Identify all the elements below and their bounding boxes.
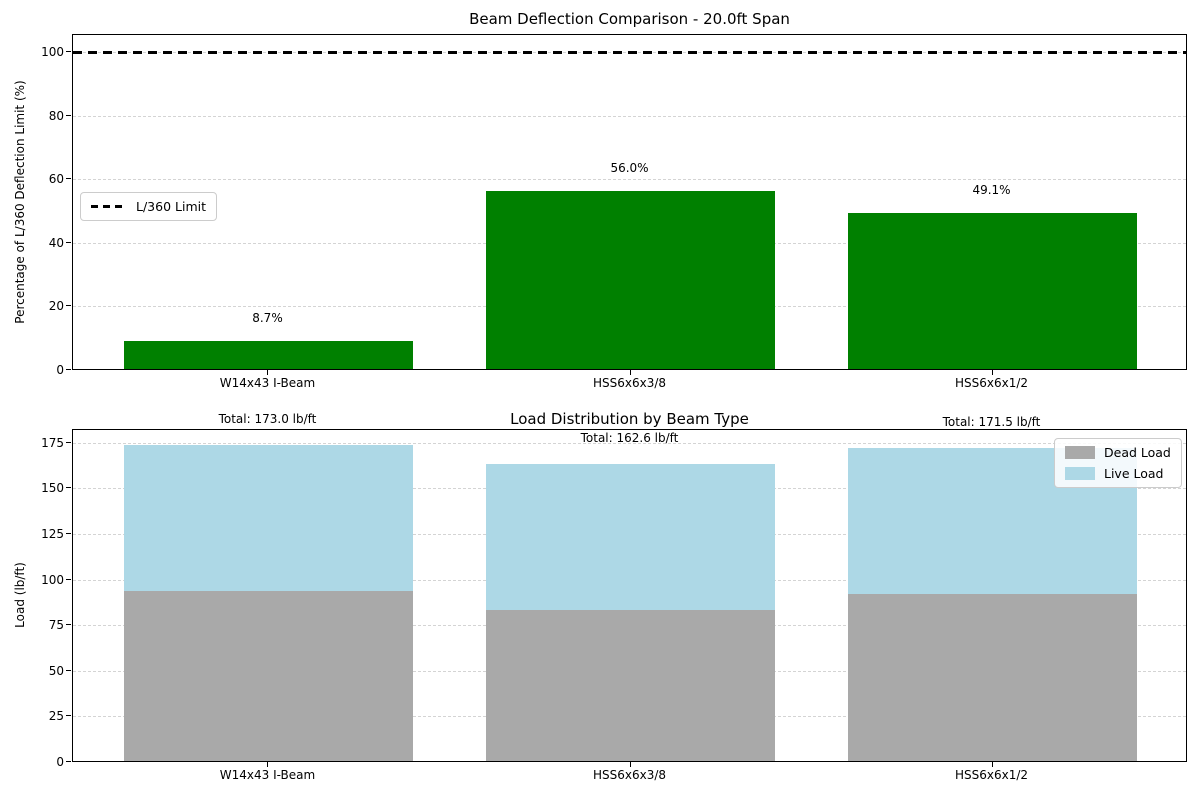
live-load-segment — [485, 464, 776, 611]
y-tick-label: 175 — [41, 435, 64, 450]
bar-value-label: 49.1% — [972, 183, 1011, 198]
load-chart-title: Load Distribution by Beam Type — [510, 410, 749, 428]
x-tick-mark — [991, 370, 993, 375]
x-axis-category-label: W14x43 I-Beam — [219, 768, 316, 782]
x-tick-mark — [267, 762, 269, 767]
y-tick-label: 40 — [48, 235, 64, 250]
y-tick-mark — [66, 114, 71, 116]
horizontal-gridline — [73, 442, 1186, 444]
y-tick-mark — [66, 51, 71, 53]
deflection-bar — [847, 213, 1138, 369]
x-tick-mark — [991, 762, 993, 767]
deflection-legend-label: L/360 Limit — [136, 199, 206, 214]
live-load-legend-swatch — [1065, 467, 1095, 480]
y-tick-label: 100 — [41, 572, 64, 587]
total-label: Total: 162.6 lb/ft — [580, 431, 679, 446]
y-tick-mark — [66, 715, 71, 717]
dead-load-segment — [123, 591, 414, 761]
deflection-bar — [485, 191, 776, 369]
x-tick-mark — [629, 762, 631, 767]
y-tick-mark — [66, 761, 71, 762]
y-tick-mark — [66, 241, 71, 243]
dead-load-segment — [847, 594, 1138, 761]
reference-line — [73, 51, 1186, 55]
y-tick-mark — [66, 624, 71, 626]
y-tick-label: 0 — [56, 363, 64, 377]
legend-entry-live-load: Live Load — [1065, 466, 1171, 481]
live-load-segment — [123, 445, 414, 592]
y-tick-label: 20 — [48, 299, 64, 314]
y-tick-mark — [66, 487, 71, 489]
y-tick-mark — [66, 305, 71, 307]
deflection-legend: L/360 Limit — [80, 192, 217, 221]
y-tick-mark — [66, 178, 71, 180]
y-tick-label: 0 — [56, 755, 64, 769]
horizontal-gridline — [73, 115, 1186, 117]
y-tick-mark — [66, 578, 71, 580]
horizontal-gridline — [73, 179, 1186, 181]
x-axis-category-label: HSS6x6x1/2 — [954, 376, 1029, 390]
dead-load-legend-swatch — [1065, 446, 1095, 459]
dead-load-segment — [485, 610, 776, 761]
load-legend: Dead Load Live Load — [1054, 438, 1182, 488]
y-tick-label: 150 — [41, 481, 64, 496]
y-tick-label: 80 — [48, 108, 64, 123]
y-tick-mark — [66, 441, 71, 443]
x-axis-category-label: HSS6x6x3/8 — [592, 376, 667, 390]
legend-entry-dead-load: Dead Load — [1065, 445, 1171, 460]
y-tick-mark — [66, 369, 71, 370]
y-tick-label: 60 — [48, 172, 64, 187]
live-load-legend-label: Live Load — [1104, 466, 1164, 481]
x-axis-category-label: HSS6x6x1/2 — [954, 768, 1029, 782]
dashed-line-legend-icon — [91, 205, 127, 208]
y-tick-label: 50 — [48, 663, 64, 678]
bar-value-label: 56.0% — [610, 161, 649, 176]
x-axis-category-label: HSS6x6x3/8 — [592, 768, 667, 782]
y-tick-label: 100 — [41, 45, 64, 60]
y-tick-label: 25 — [48, 709, 64, 724]
x-tick-mark — [267, 370, 269, 375]
deflection-chart-title: Beam Deflection Comparison - 20.0ft Span — [469, 10, 790, 28]
y-tick-mark — [66, 669, 71, 671]
y-tick-mark — [66, 532, 71, 534]
load-plot-area — [72, 429, 1187, 762]
dead-load-legend-label: Dead Load — [1104, 445, 1171, 460]
deflection-plot-area — [72, 34, 1187, 370]
bar-value-label: 8.7% — [252, 311, 283, 326]
total-label: Total: 171.5 lb/ft — [942, 415, 1041, 430]
y-tick-label: 125 — [41, 526, 64, 541]
total-label: Total: 173.0 lb/ft — [218, 412, 317, 427]
x-tick-mark — [629, 370, 631, 375]
y-tick-label: 75 — [48, 618, 64, 633]
deflection-bar — [123, 341, 414, 369]
x-axis-category-label: W14x43 I-Beam — [219, 376, 316, 390]
